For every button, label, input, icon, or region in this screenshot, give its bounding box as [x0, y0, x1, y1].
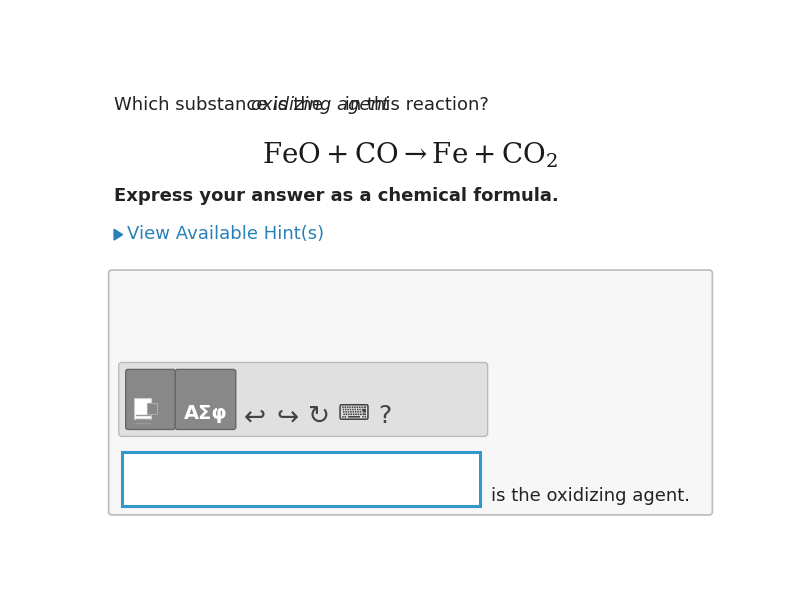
- Text: Express your answer as a chemical formula.: Express your answer as a chemical formul…: [114, 187, 559, 205]
- FancyBboxPatch shape: [175, 370, 235, 429]
- Text: is the oxidizing agent.: is the oxidizing agent.: [491, 487, 690, 505]
- FancyBboxPatch shape: [122, 452, 480, 506]
- Text: Which substance is the: Which substance is the: [114, 96, 328, 114]
- FancyBboxPatch shape: [119, 362, 488, 437]
- Text: ↻: ↻: [308, 404, 331, 430]
- Text: ↩: ↩: [244, 404, 266, 430]
- Text: ?: ?: [379, 404, 392, 428]
- Text: ↪: ↪: [276, 404, 299, 430]
- Text: AΣφ: AΣφ: [183, 404, 227, 423]
- Text: oxidizing agent: oxidizing agent: [252, 96, 389, 114]
- Polygon shape: [114, 229, 123, 240]
- Text: View Available Hint(s): View Available Hint(s): [127, 226, 324, 243]
- Text: ⌨: ⌨: [337, 404, 369, 424]
- Text: in this reaction?: in this reaction?: [339, 96, 489, 114]
- FancyBboxPatch shape: [126, 370, 175, 429]
- FancyBboxPatch shape: [109, 270, 712, 515]
- Text: $\mathrm{FeO + CO \rightarrow Fe + CO_2}$: $\mathrm{FeO + CO \rightarrow Fe + CO_2}…: [262, 140, 558, 170]
- FancyBboxPatch shape: [147, 403, 158, 414]
- FancyBboxPatch shape: [135, 398, 151, 420]
